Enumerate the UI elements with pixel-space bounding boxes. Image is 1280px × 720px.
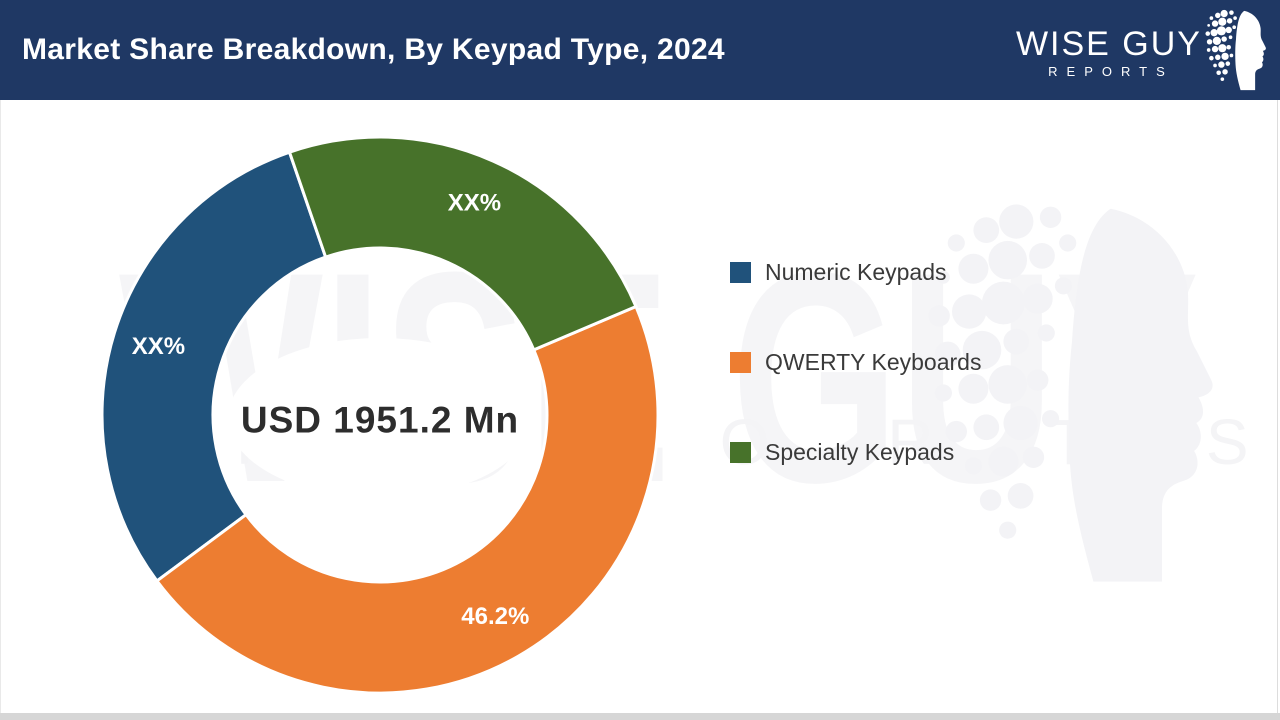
- legend-item-specialty-keypads: Specialty Keypads: [730, 439, 981, 465]
- wiseguy-logo: WISE GUY REPORTS: [1016, 6, 1268, 94]
- wiseguy-face-icon: [1205, 9, 1266, 91]
- legend-item-qwerty-keyboards: QWERTY Keyboards: [730, 349, 982, 375]
- watermark-face-icon: [928, 204, 1213, 582]
- legend-swatch-icon: [730, 262, 751, 283]
- legend-swatch-icon: [730, 352, 751, 373]
- chart-area: WISE GUY R E P O R T S XX% 46.2% XX% USD 19…: [0, 100, 1278, 713]
- wiseguy-logo-name: WISE GUY: [1015, 25, 1202, 63]
- slice-label: XX%: [132, 333, 185, 360]
- legend-label: QWERTY Keyboards: [765, 349, 982, 375]
- wiseguy-logo-text: WISE GUY REPORTS: [1016, 27, 1202, 79]
- donut-segment-specialty-keypads: [287, 135, 638, 352]
- header-banner: Market Share Breakdown, By Keypad Type, …: [0, 0, 1280, 100]
- slice-label: XX%: [448, 190, 501, 217]
- center-label-backdrop: [228, 338, 532, 498]
- wiseguy-logo-tagline: REPORTS: [1048, 64, 1174, 79]
- legend-item-numeric-keypads: Numeric Keypads: [730, 259, 981, 285]
- legend-label: Numeric Keypads: [765, 259, 947, 285]
- slice-label: 46.2%: [461, 603, 529, 630]
- page-title: Market Share Breakdown, By Keypad Type, …: [22, 33, 725, 66]
- legend-swatch-icon: [730, 442, 751, 463]
- donut-center-value: USD 1951.2 Mn: [241, 400, 519, 441]
- donut-segment-qwerty-keyboards: [155, 305, 660, 695]
- legend-label: Specialty Keypads: [765, 439, 955, 465]
- chart-legend: Numeric Keypads QWERTY Keyboards Special…: [730, 259, 982, 465]
- bottom-divider-bar: [0, 713, 1280, 720]
- donut-segment-numeric-keypads: [100, 150, 328, 583]
- donut-chart: XX% 46.2% XX% USD 1951.2 Mn: [100, 135, 660, 695]
